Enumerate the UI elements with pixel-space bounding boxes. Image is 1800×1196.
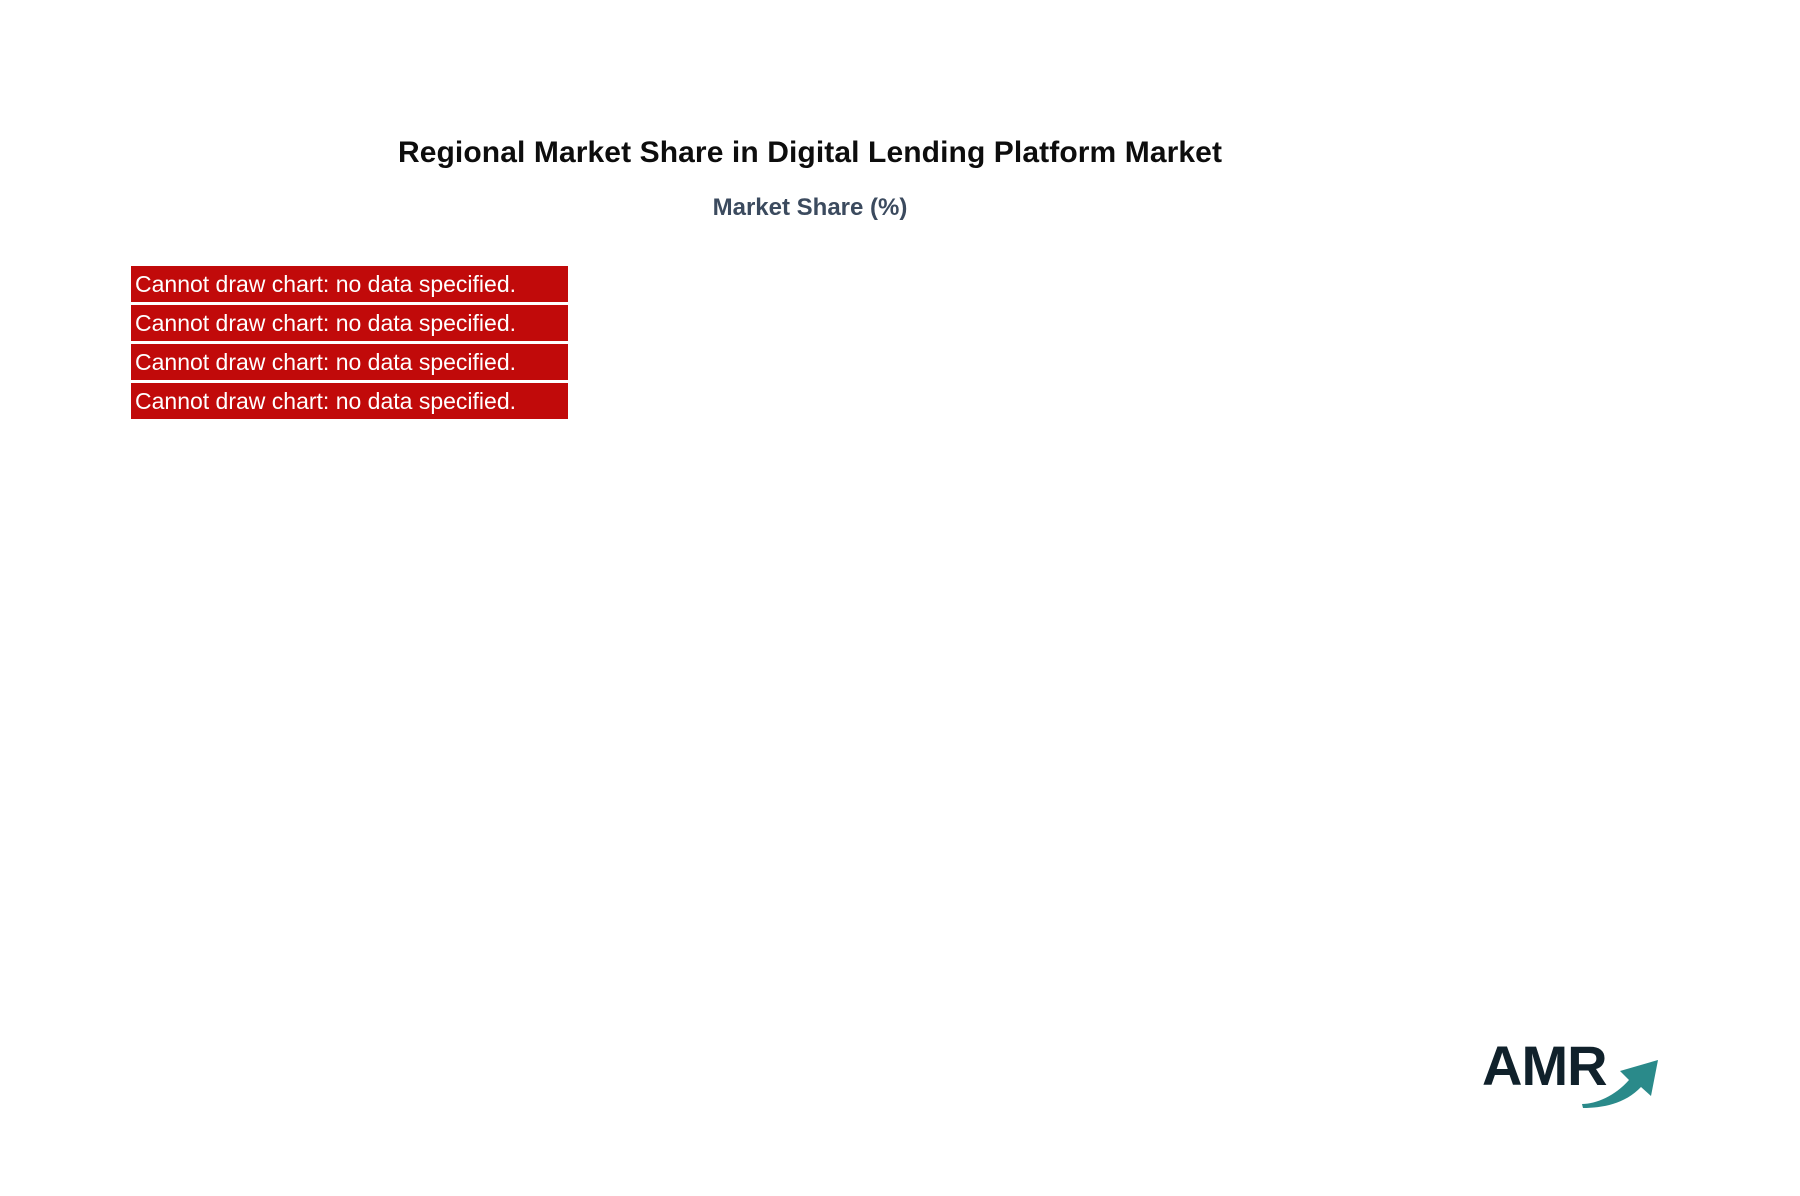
page-title: Regional Market Share in Digital Lending… <box>397 136 1223 169</box>
chart-error-message: Cannot draw chart: no data specified. <box>131 266 568 302</box>
amr-wordmark: AMR <box>1482 1034 1608 1097</box>
chart-subtitle: Market Share (%) <box>712 194 908 221</box>
chart-header: Regional Market Share in Digital Lending… <box>0 0 1710 400</box>
amr-logo: AMR <box>1482 1030 1662 1110</box>
growth-arrow-icon <box>1582 1060 1658 1108</box>
chart-error-message: Cannot draw chart: no data specified. <box>131 383 568 419</box>
chart-error-message: Cannot draw chart: no data specified. <box>131 344 568 380</box>
chart-error-message: Cannot draw chart: no data specified. <box>131 305 568 341</box>
chart-error-stack: Cannot draw chart: no data specified. Ca… <box>131 266 568 419</box>
